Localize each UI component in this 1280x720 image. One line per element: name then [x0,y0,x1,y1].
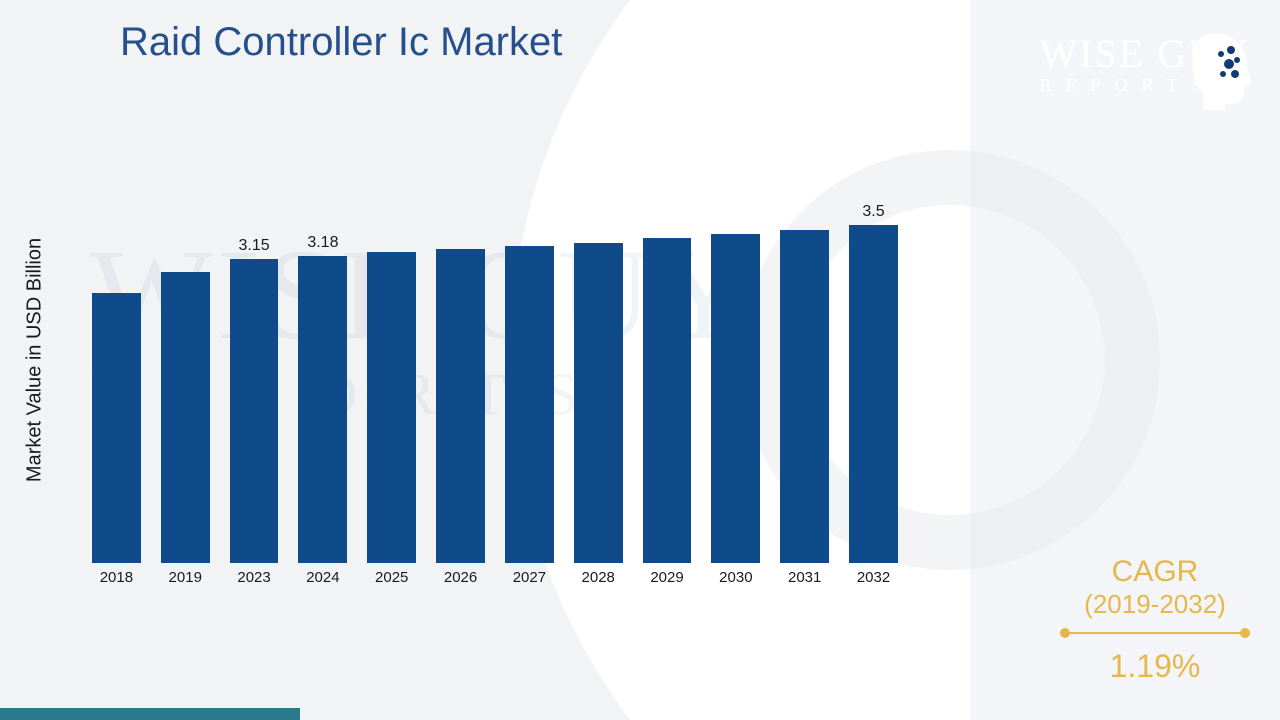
x-tick-label: 2032 [857,569,890,586]
bar [711,234,760,563]
bottom-accent-strip [0,708,300,720]
bar-group [436,155,485,563]
bar-group: 3.18 [298,155,347,563]
head-silhouette-icon [1185,30,1255,110]
brand-logo: WISE GUY REPORTS [1040,30,1250,96]
x-tick-label: 2019 [169,569,202,586]
y-axis-label: Market Value in USD Billion [24,238,47,482]
bar-group [92,155,141,563]
bar [436,249,485,563]
x-tick-label: 2026 [444,569,477,586]
bar [643,238,692,563]
bar-value-label: 3.15 [239,237,270,255]
plot-area: 3.15 3.18 3.5 [90,155,900,563]
bar [298,256,347,563]
bar-group [161,155,210,563]
bar [92,293,141,563]
x-tick-label: 2025 [375,569,408,586]
x-axis: 2018 2019 2023 2024 2025 2026 2027 2028 2029 2030… [90,563,900,595]
chart-title: Raid Controller Ic Market [120,20,562,65]
x-tick-label: 2028 [582,569,615,586]
page: WISE GUY REPORTS CAGR (2019-2032) 1.19% … [0,0,1280,720]
x-tick-label: 2018 [100,569,133,586]
x-tick-label: 2023 [237,569,270,586]
x-tick-label: 2031 [788,569,821,586]
bar-group [505,155,554,563]
bar [849,225,898,563]
bar-group [643,155,692,563]
bar-group: 3.5 [849,155,898,563]
bar [780,230,829,563]
cagr-range: (2019-2032) [1030,589,1280,620]
cagr-value: 1.19% [1030,648,1280,685]
bar-group [367,155,416,563]
cagr-separator [1065,632,1245,634]
cagr-label: CAGR [1030,555,1280,589]
cagr-block: CAGR (2019-2032) 1.19% [1030,555,1280,685]
bar-group [780,155,829,563]
x-tick-label: 2029 [650,569,683,586]
bar-group [574,155,623,563]
bar-chart: 3.15 3.18 3.5 2018 2019 2023 2024 2025 2026 2027… [80,155,900,595]
bar [230,259,279,563]
x-tick-label: 2024 [306,569,339,586]
bar-value-label: 3.18 [307,234,338,252]
x-tick-label: 2027 [513,569,546,586]
bar-group [711,155,760,563]
bar [367,252,416,563]
x-tick-label: 2030 [719,569,752,586]
bar [574,243,623,563]
bar-group: 3.15 [230,155,279,563]
bar [505,246,554,563]
bar [161,272,210,563]
bar-value-label: 3.5 [862,203,884,221]
